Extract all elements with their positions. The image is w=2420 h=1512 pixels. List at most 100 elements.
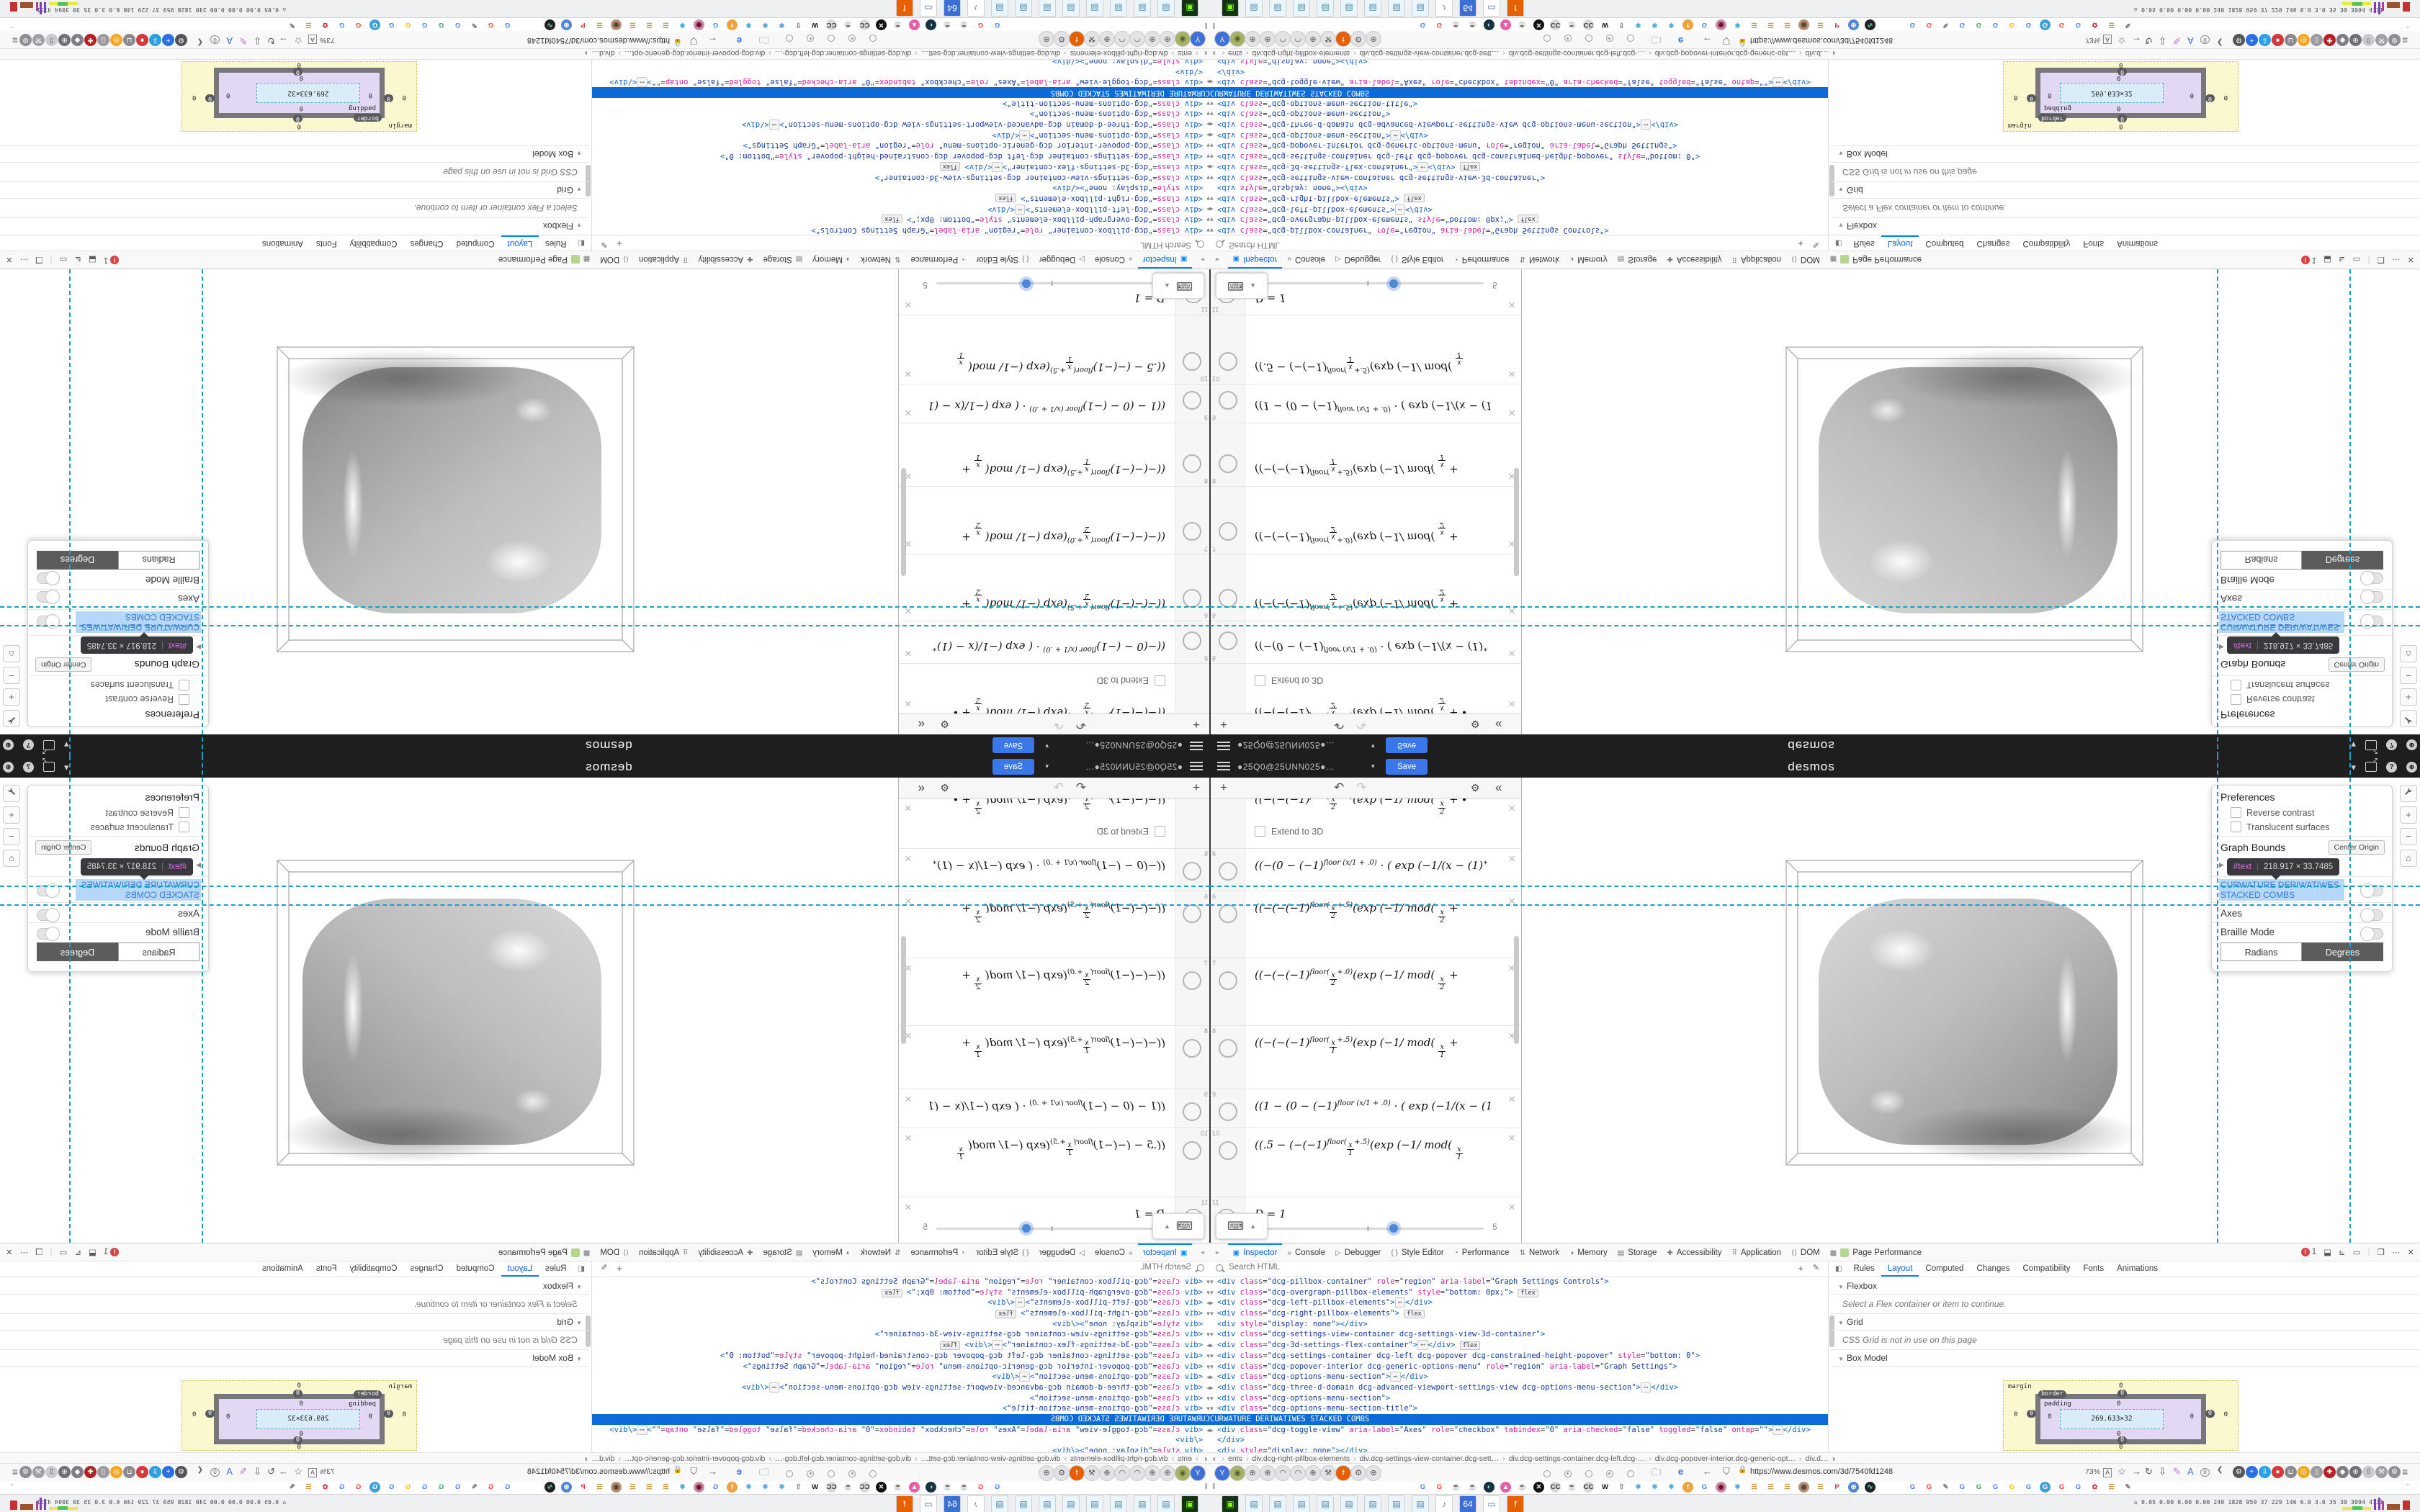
taskbar-app-icon[interactable]: ▤ (1340, 1495, 1358, 1512)
devtools-tab[interactable]: ◔ Performance (1449, 251, 1515, 269)
share-icon[interactable] (2365, 757, 2378, 772)
responsive-mode-icon[interactable]: ❒ (35, 1248, 43, 1257)
taskbar-app-icon[interactable]: ▤ (1412, 1495, 1429, 1512)
tab-favicon[interactable]: W (1600, 1482, 1610, 1493)
markup-line[interactable]: ▼<div class="dcg-overgraph-pillbox-eleme… (1210, 215, 1828, 225)
tab-favicon[interactable]: ⇧ (793, 1482, 804, 1493)
graph-3d-view[interactable] (266, 853, 641, 1192)
title-caret-icon[interactable]: ▾ (1371, 762, 1375, 770)
tab-dot[interactable] (869, 1470, 877, 1477)
tab-favicon[interactable]: CC (826, 19, 837, 30)
sidebar-tab[interactable]: Compatibility (2022, 239, 2071, 248)
home-view-button[interactable]: ⌂ (3, 645, 20, 662)
tab-favicon[interactable]: G (1990, 19, 2001, 30)
markup-line[interactable]: ▼<div class="dcg-settings-view-container… (1210, 1330, 1546, 1339)
remove-expression-icon[interactable]: × (905, 697, 912, 711)
braille-toggle[interactable] (2360, 572, 2383, 584)
tab-favicon[interactable]: ◉ (611, 19, 622, 30)
tab-favicon[interactable]: ☕ (843, 19, 853, 30)
tab-favicon[interactable]: ❄ (776, 19, 787, 30)
taskbar-app-icon[interactable]: f (1507, 0, 1524, 17)
hide-surface-toggle[interactable] (1183, 391, 1201, 410)
tab-favicon[interactable]: ☕ (959, 19, 969, 30)
eyedropper-icon[interactable]: ✎ (1812, 240, 1819, 248)
devtools-tab[interactable]: » Console (1090, 251, 1138, 269)
tab-favicon[interactable]: f (1682, 19, 1693, 30)
tab-favicon[interactable]: CC (1550, 19, 1561, 30)
devtools-tab[interactable]: ▦ Page Performance (1825, 1243, 1927, 1261)
add-node-icon[interactable]: + (617, 238, 622, 249)
tab-favicon[interactable]: G (1434, 1482, 1445, 1493)
pen-icon[interactable]: ✎ (2173, 35, 2181, 46)
expression-math[interactable]: ((.5 − (−(−1)floor(x 1 +.5)(exp (−1/ mod( … (956, 351, 1165, 374)
remove-expression-icon[interactable]: × (905, 406, 912, 420)
breadcrumb-back-icon[interactable]: ‹ (1204, 49, 1208, 58)
taskbar-app-icon[interactable]: ▤ (1039, 1495, 1056, 1512)
devtools-tab[interactable]: { } Style Editor (971, 251, 1034, 269)
derivatives-toggle[interactable] (2360, 883, 2383, 898)
chevron-up-icon[interactable]: ▲ (1164, 282, 1170, 289)
extension-icon[interactable]: ⇧ (45, 34, 58, 46)
screenshot-icon[interactable]: ⬓ (88, 255, 97, 264)
extension-icon[interactable]: ● (136, 34, 148, 46)
globe-icon[interactable]: ⊕ (3, 761, 14, 773)
zoom-level[interactable]: 73% (319, 36, 335, 45)
markup-line[interactable]: <div style="display: none"></div> (1217, 1446, 1368, 1452)
sidebar-tab[interactable]: Animations (262, 239, 303, 248)
markup-line[interactable]: ▶<div class="dcg-toggle-view" aria-label… (609, 1424, 1210, 1435)
sidebar-tab[interactable]: Changes (410, 239, 444, 248)
translucent-checkbox[interactable] (2231, 822, 2241, 832)
bookmark-star-icon[interactable]: ☆ (2118, 1466, 2126, 1477)
home-view-button[interactable]: ⌂ (3, 850, 20, 867)
degrees-button[interactable]: Degrees (37, 551, 118, 570)
expression-scrollbar[interactable] (901, 936, 906, 1044)
remove-expression-icon[interactable]: × (1508, 697, 1515, 711)
extension-icon[interactable]: ⇩ (2259, 1466, 2271, 1478)
toolbar-icon[interactable]: ◉ (1229, 1465, 1245, 1481)
error-badge[interactable]: ! 1 (2300, 256, 2316, 264)
breadcrumb-back-icon[interactable]: ‹ (1213, 1454, 1216, 1463)
translate-icon[interactable]: A (226, 1466, 233, 1477)
responsive-mode-icon[interactable]: ❒ (2377, 1248, 2385, 1257)
expression-row[interactable]: 10 ▶ ((.5 − (−(−1)floor(x1+.5)(exp (−1/ … (899, 315, 1210, 384)
keyboard-icon[interactable]: ⌨ (1227, 279, 1245, 292)
graph-title[interactable]: ●25Q0@25UNN025●… (1085, 762, 1183, 772)
tab-favicon[interactable]: G (353, 19, 364, 30)
expression-math[interactable]: ((−(−(−1)floor(x2+.5)(exp (−1/ mod( x2 +… (953, 696, 1165, 714)
tab-favicon[interactable]: P (578, 1482, 588, 1493)
markup-line[interactable]: ▶<div class="dcg-toggle-view" aria-label… (1210, 77, 1811, 88)
hide-surface-toggle[interactable] (1183, 904, 1201, 923)
toolbar-icon[interactable]: f (1335, 1465, 1351, 1481)
expression-row[interactable]: ▶ ((−(−(−1)floor(x2+.5)(exp (−1/ mod( x2… (1210, 798, 1521, 849)
markup-line[interactable]: ▼<div class="dcg-right-pillbox-elements"… (592, 193, 1210, 204)
center-origin-button[interactable]: Center Origin (35, 840, 92, 855)
tab-favicon[interactable]: ⇧ (1616, 1482, 1627, 1493)
expression-row[interactable]: 7 ▶ ((−(−(−1)floor(x2+.0)(exp (−1/ mod( … (899, 958, 1210, 1026)
expression-row[interactable]: 5 ▶ ((−(0 − (−1)floor (x/1 + .0) · ( exp… (899, 621, 1210, 663)
markup-line[interactable]: ▶<div class="dcg-toggle-view" aria-label… (1210, 1424, 1811, 1435)
tab-favicon[interactable]: G (992, 19, 1003, 30)
graph-title[interactable]: ●25Q0@25UNN025●… (1085, 740, 1183, 750)
tab-favicon[interactable]: ☰ (1765, 1482, 1776, 1493)
radians-button[interactable]: Radians (118, 942, 200, 961)
tab-favicon[interactable]: ✎ (287, 19, 297, 30)
braille-toggle[interactable] (2360, 927, 2383, 941)
extension-icon[interactable]: ⊔ (123, 1466, 135, 1478)
hide-surface-toggle[interactable] (1183, 631, 1201, 650)
expression-math[interactable]: D = 1 (1255, 292, 1286, 305)
taskbar-app-icon[interactable]: ▭ (1483, 1495, 1500, 1512)
expression-math[interactable]: ((−(−(−1)floor(x2+.5)(exp (−1/ mod( x2 +… (953, 798, 1165, 816)
tab-favicon[interactable]: G (485, 1482, 496, 1493)
toolbar-icon[interactable]: ⊕ (1366, 31, 1381, 47)
tab-favicon[interactable]: ☕ (1451, 1482, 1461, 1493)
tab-favicon[interactable]: ☰ (303, 19, 314, 30)
toolbar-icon[interactable]: Y (1214, 31, 1230, 47)
tab-favicon[interactable]: ◐ (926, 19, 936, 30)
reader-icon[interactable]: A (2103, 35, 2112, 44)
taskbar-app-icon[interactable]: ▤ (1269, 1495, 1286, 1512)
sidebar-tab[interactable]: Compatibility (349, 1264, 398, 1273)
tab-favicon[interactable]: ◉ (1716, 1482, 1726, 1493)
counter-badge[interactable]: 0 (210, 1468, 220, 1477)
taskbar-app-icon[interactable]: ▤ (1245, 1495, 1263, 1512)
